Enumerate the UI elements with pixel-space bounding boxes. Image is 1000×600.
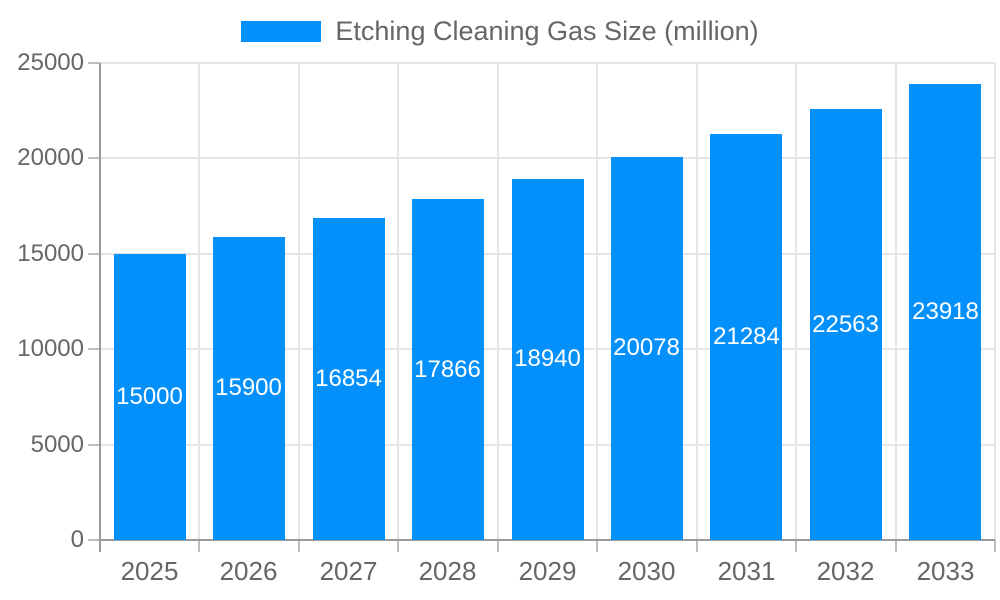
v-gridline [397,63,399,540]
legend-label: Etching Cleaning Gas Size (million) [335,16,759,46]
y-axis-tick [88,62,100,64]
x-axis-tick-label: 2027 [319,556,378,586]
x-axis-tick [795,540,797,552]
y-axis-tick-label: 20000 [17,144,84,171]
y-axis-tick [88,444,100,446]
chart-legend: Etching Cleaning Gas Size (million) [0,16,1000,47]
x-axis-line [100,539,995,541]
bar-value-label: 15000 [116,383,183,410]
bar[interactable] [909,84,981,540]
x-axis-tick-label: 2026 [219,556,278,586]
y-axis-tick-label: 0 [70,526,84,553]
legend-swatch-icon [241,21,322,42]
bar-value-label: 21284 [713,323,780,350]
x-axis-tick-label: 2030 [617,556,676,586]
bar-value-label: 22563 [812,311,879,338]
v-gridline [298,63,300,540]
y-axis-line [99,63,101,552]
bar-value-label: 20078 [613,334,680,361]
y-axis-tick-label: 25000 [17,49,84,76]
y-axis-tick [88,539,100,541]
x-axis-tick-label: 2028 [418,556,477,586]
bar[interactable] [412,199,484,540]
x-axis-tick [596,540,598,552]
bar[interactable] [114,254,186,540]
x-axis-tick-label: 2031 [717,556,776,586]
v-gridline [198,63,200,540]
y-axis-tick-label: 5000 [30,431,84,458]
x-axis-tick [298,540,300,552]
x-axis-tick-label: 2025 [120,556,179,586]
bar[interactable] [810,109,882,540]
v-gridline [696,63,698,540]
y-axis-tick-label: 10000 [17,335,84,362]
h-gridline [100,62,995,64]
y-axis-tick [88,253,100,255]
bar-value-label: 23918 [912,298,979,325]
bar[interactable] [313,218,385,540]
v-gridline [596,63,598,540]
x-axis-tick [696,540,698,552]
x-axis-tick [198,540,200,552]
bar[interactable] [710,134,782,540]
y-axis-tick-label: 15000 [17,240,84,267]
x-axis-tick [497,540,499,552]
y-axis-tick [88,348,100,350]
x-axis-tick [895,540,897,552]
x-axis-tick-label: 2032 [816,556,875,586]
bar[interactable] [213,237,285,540]
bar[interactable] [611,157,683,540]
bar-value-label: 18940 [514,345,581,372]
x-axis-tick-label: 2033 [916,556,975,586]
bar-value-label: 16854 [315,365,382,392]
v-gridline [795,63,797,540]
bar-value-label: 17866 [414,356,481,383]
x-axis-tick [397,540,399,552]
y-axis-tick [88,157,100,159]
bar[interactable] [512,179,584,540]
legend-item-series[interactable]: Etching Cleaning Gas Size (million) [241,16,759,47]
v-gridline [497,63,499,540]
x-axis-tick-label: 2029 [518,556,577,586]
v-gridline [994,63,996,540]
h-gridline [100,157,995,159]
v-gridline [895,63,897,540]
bar-value-label: 15900 [215,374,282,401]
x-axis-tick [994,540,996,552]
